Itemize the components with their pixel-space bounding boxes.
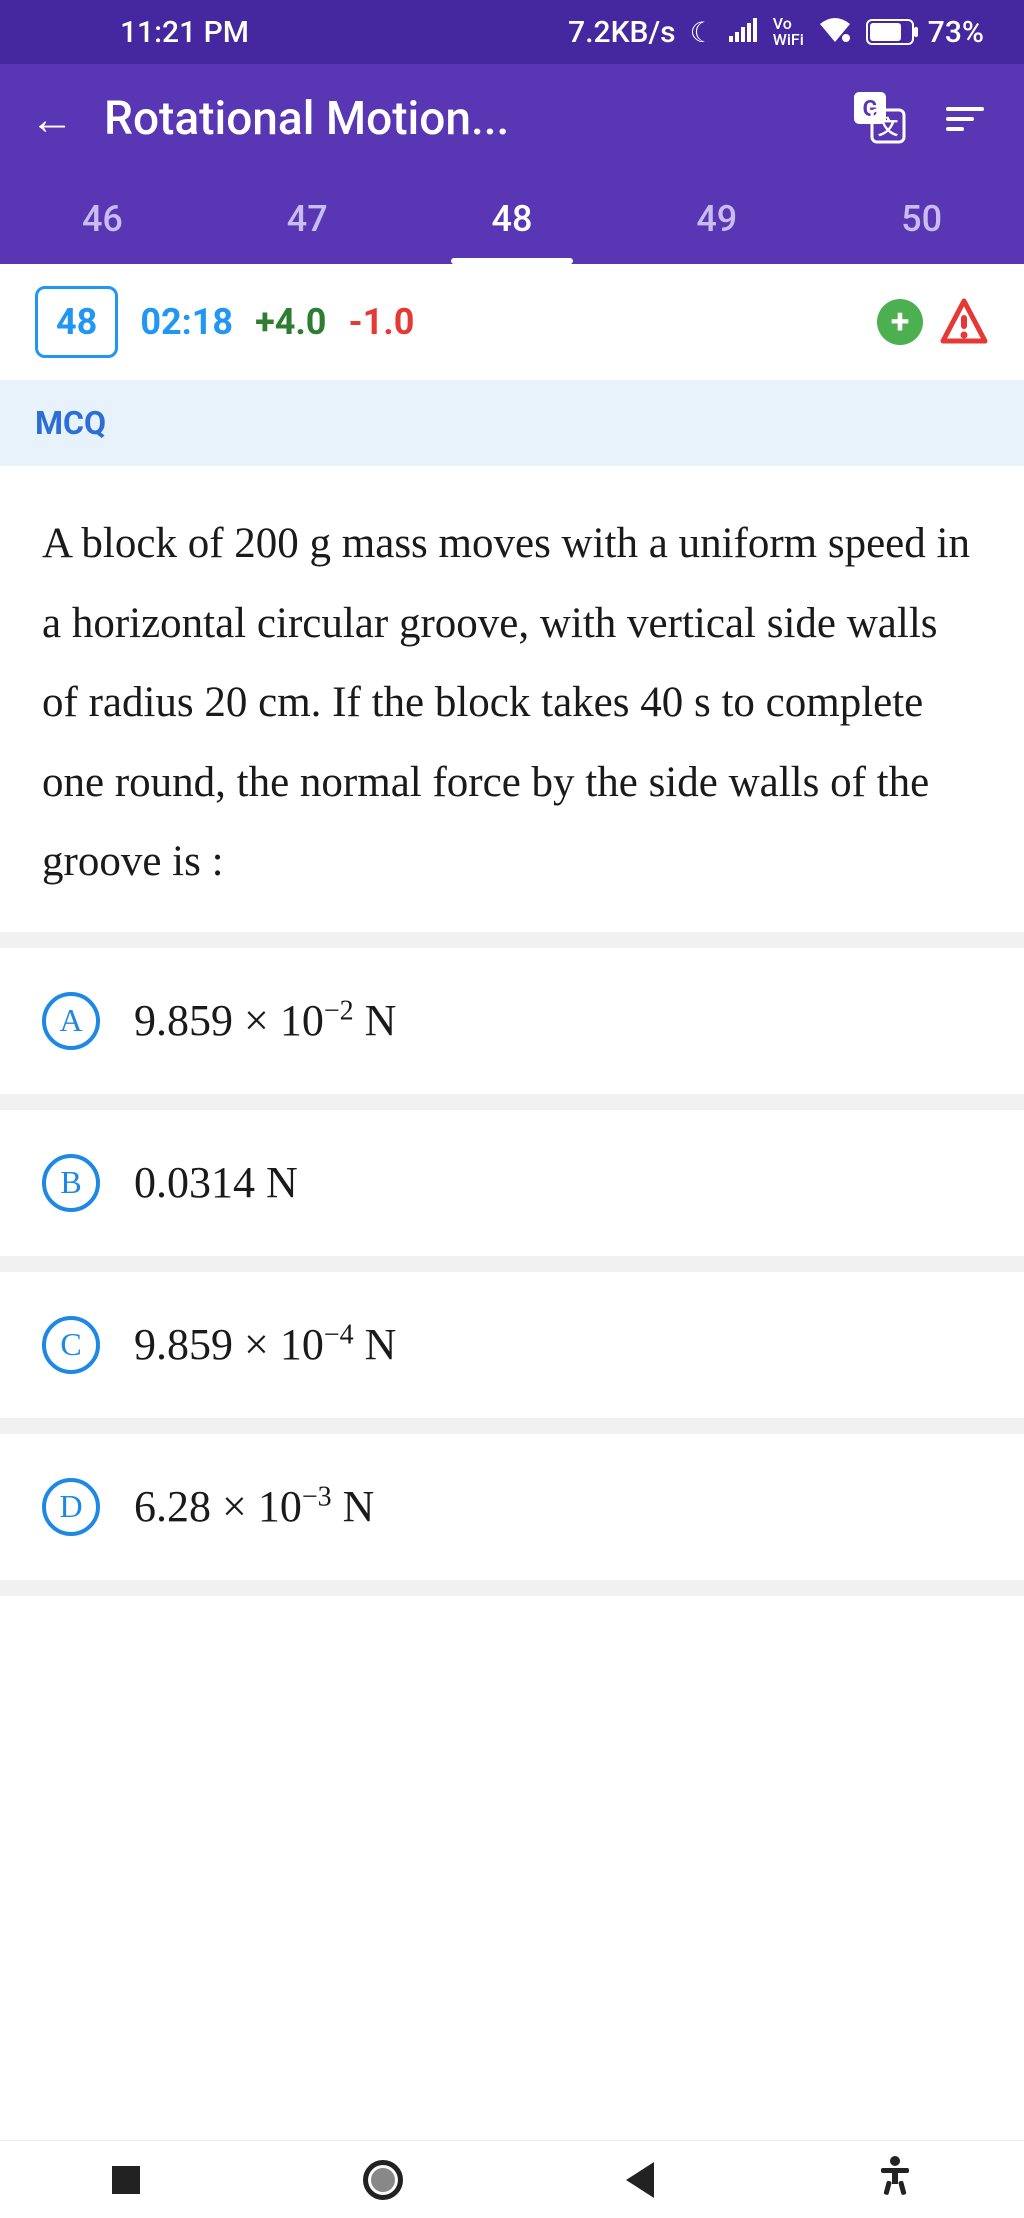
- tab-46[interactable]: 46: [0, 174, 205, 264]
- option-b[interactable]: B 0.0314 N: [0, 1110, 1024, 1256]
- option-a[interactable]: A 9.859 × 10−2 N: [0, 948, 1024, 1094]
- option-mark-a: A: [42, 992, 100, 1050]
- divider: [0, 1418, 1024, 1434]
- tab-48[interactable]: 48: [410, 174, 615, 264]
- menu-icon[interactable]: [936, 97, 994, 141]
- svg-text:文: 文: [878, 115, 899, 139]
- status-right: 7.2KB/s ☾ Vo WiFi 73%: [568, 15, 984, 50]
- status-time: 11:21 PM: [120, 15, 249, 50]
- option-text-a: 9.859 × 10−2 N: [134, 995, 396, 1046]
- back-arrow-icon[interactable]: ←: [30, 93, 74, 145]
- add-icon[interactable]: +: [877, 299, 923, 345]
- tab-50[interactable]: 50: [819, 174, 1024, 264]
- question-tabs: 46 47 48 49 50: [0, 174, 1024, 264]
- net-speed: 7.2KB/s: [568, 15, 675, 50]
- option-text-d: 6.28 × 10−3 N: [134, 1481, 374, 1532]
- wifi-label: Vo WiFi: [773, 16, 804, 48]
- app-bar: ← Rotational Motion... G文: [0, 64, 1024, 174]
- nav-back-icon[interactable]: [626, 2162, 654, 2198]
- question-info-row: 48 02:18 +4.0 -1.0 +: [0, 264, 1024, 380]
- divider: [0, 932, 1024, 948]
- warning-icon[interactable]: [939, 297, 989, 347]
- signal-icon: [729, 16, 759, 49]
- question-text: A block of 200 g mass moves with a unifo…: [0, 466, 1024, 932]
- tab-49[interactable]: 49: [614, 174, 819, 264]
- option-d[interactable]: D 6.28 × 10−3 N: [0, 1434, 1024, 1580]
- translate-icon[interactable]: G文: [852, 90, 906, 148]
- option-text-c: 9.859 × 10−4 N: [134, 1319, 396, 1370]
- option-mark-d: D: [42, 1478, 100, 1536]
- question-type-label: MCQ: [0, 380, 1024, 466]
- battery-percent: 73%: [928, 15, 984, 50]
- option-mark-b: B: [42, 1154, 100, 1212]
- moon-icon: ☾: [690, 16, 715, 49]
- nav-accessibility-icon[interactable]: [877, 2155, 913, 2204]
- timer: 02:18: [140, 301, 233, 343]
- divider: [0, 1094, 1024, 1110]
- positive-marks: +4.0: [255, 301, 326, 343]
- battery-icon: [866, 19, 914, 45]
- app-title: Rotational Motion...: [104, 92, 822, 146]
- question-number: 48: [35, 286, 118, 358]
- option-text-b: 0.0314 N: [134, 1157, 298, 1208]
- android-nav-bar: [0, 2140, 1024, 2218]
- tab-47[interactable]: 47: [205, 174, 410, 264]
- status-bar: 11:21 PM 7.2KB/s ☾ Vo WiFi 73%: [0, 0, 1024, 64]
- option-c[interactable]: C 9.859 × 10−4 N: [0, 1272, 1024, 1418]
- nav-recent-icon[interactable]: [112, 2166, 140, 2194]
- divider: [0, 1580, 1024, 1596]
- nav-home-icon[interactable]: [363, 2160, 403, 2200]
- options-list: A 9.859 × 10−2 N B 0.0314 N C 9.859 × 10…: [0, 932, 1024, 1636]
- negative-marks: -1.0: [348, 301, 414, 343]
- divider: [0, 1256, 1024, 1272]
- option-mark-c: C: [42, 1316, 100, 1374]
- wifi-icon: [818, 16, 852, 49]
